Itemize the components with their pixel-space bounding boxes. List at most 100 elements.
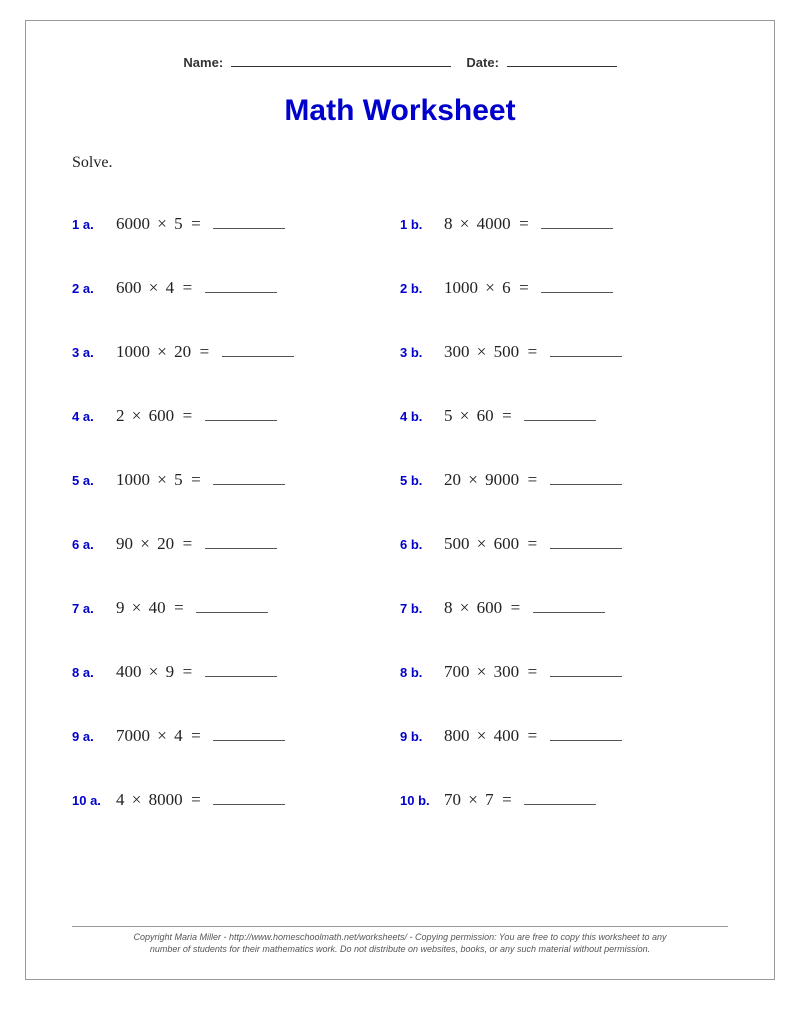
problem-expression: 400 × 9 = <box>116 662 277 682</box>
problem-row: 9 a.7000 × 4 = 9 b.800 × 400 = <box>66 704 734 768</box>
problem-label: 2 b. <box>400 281 444 296</box>
problem-expression: 300 × 500 = <box>444 342 622 362</box>
problem-expression: 5 × 60 = <box>444 406 596 426</box>
name-blank <box>231 55 451 67</box>
answer-blank <box>213 791 285 805</box>
answer-blank <box>524 407 596 421</box>
problem-row: 4 a.2 × 600 = 4 b.5 × 60 = <box>66 384 734 448</box>
date-label: Date: <box>466 55 499 70</box>
answer-blank <box>205 535 277 549</box>
problem-label: 3 b. <box>400 345 444 360</box>
problem-row: 2 a.600 × 4 = 2 b.1000 × 6 = <box>66 256 734 320</box>
problem-expression: 500 × 600 = <box>444 534 622 554</box>
problem-cell: 9 a.7000 × 4 = <box>72 726 400 746</box>
problem-expression: 700 × 300 = <box>444 662 622 682</box>
problem-cell: 5 b.20 × 9000 = <box>400 470 728 490</box>
answer-blank <box>550 663 622 677</box>
answer-blank <box>205 407 277 421</box>
problem-label: 6 a. <box>72 537 116 552</box>
answer-blank <box>541 279 613 293</box>
problems-grid: 1 a.6000 × 5 = 1 b.8 × 4000 = 2 a.600 × … <box>66 192 734 832</box>
problem-row: 5 a.1000 × 5 = 5 b.20 × 9000 = <box>66 448 734 512</box>
worksheet-page: Name: Date: Math Worksheet Solve. 1 a.60… <box>25 20 775 980</box>
instruction-text: Solve. <box>72 154 734 172</box>
problem-expression: 600 × 4 = <box>116 278 277 298</box>
problem-cell: 3 a.1000 × 20 = <box>72 342 400 362</box>
problem-expression: 9 × 40 = <box>116 598 268 618</box>
problem-row: 3 a.1000 × 20 = 3 b.300 × 500 = <box>66 320 734 384</box>
answer-blank <box>213 727 285 741</box>
answer-blank <box>550 343 622 357</box>
problem-expression: 1000 × 20 = <box>116 342 294 362</box>
answer-blank <box>213 215 285 229</box>
answer-blank <box>222 343 294 357</box>
answer-blank <box>213 471 285 485</box>
answer-blank <box>524 791 596 805</box>
problem-cell: 10 b.70 × 7 = <box>400 790 728 810</box>
answer-blank <box>205 279 277 293</box>
problem-cell: 5 a.1000 × 5 = <box>72 470 400 490</box>
problem-row: 8 a.400 × 9 = 8 b.700 × 300 = <box>66 640 734 704</box>
problem-cell: 8 b.700 × 300 = <box>400 662 728 682</box>
problem-cell: 2 b.1000 × 6 = <box>400 278 728 298</box>
problem-cell: 7 b.8 × 600 = <box>400 598 728 618</box>
problem-cell: 7 a.9 × 40 = <box>72 598 400 618</box>
problem-cell: 8 a.400 × 9 = <box>72 662 400 682</box>
problem-expression: 1000 × 5 = <box>116 470 285 490</box>
problem-expression: 20 × 9000 = <box>444 470 622 490</box>
problem-label: 4 a. <box>72 409 116 424</box>
date-blank <box>507 55 617 67</box>
problem-cell: 9 b.800 × 400 = <box>400 726 728 746</box>
problem-label: 7 b. <box>400 601 444 616</box>
problem-label: 2 a. <box>72 281 116 296</box>
problem-label: 7 a. <box>72 601 116 616</box>
problem-label: 8 a. <box>72 665 116 680</box>
answer-blank <box>205 663 277 677</box>
problem-cell: 6 a.90 × 20 = <box>72 534 400 554</box>
problem-cell: 1 b.8 × 4000 = <box>400 214 728 234</box>
problem-row: 1 a.6000 × 5 = 1 b.8 × 4000 = <box>66 192 734 256</box>
worksheet-title: Math Worksheet <box>66 94 734 128</box>
problem-expression: 8 × 4000 = <box>444 214 613 234</box>
problem-label: 4 b. <box>400 409 444 424</box>
problem-row: 6 a.90 × 20 = 6 b.500 × 600 = <box>66 512 734 576</box>
copyright-footer: Copyright Maria Miller - http://www.home… <box>72 926 728 955</box>
answer-blank <box>550 535 622 549</box>
answer-blank <box>533 599 605 613</box>
problem-expression: 70 × 7 = <box>444 790 596 810</box>
problem-expression: 90 × 20 = <box>116 534 277 554</box>
answer-blank <box>196 599 268 613</box>
problem-expression: 1000 × 6 = <box>444 278 613 298</box>
problem-cell: 4 b.5 × 60 = <box>400 406 728 426</box>
problem-cell: 3 b.300 × 500 = <box>400 342 728 362</box>
answer-blank <box>541 215 613 229</box>
footer-line-2: number of students for their mathematics… <box>150 944 650 954</box>
problem-label: 3 a. <box>72 345 116 360</box>
problem-cell: 2 a.600 × 4 = <box>72 278 400 298</box>
name-label: Name: <box>183 55 223 70</box>
problem-label: 1 b. <box>400 217 444 232</box>
problem-label: 5 b. <box>400 473 444 488</box>
problem-label: 8 b. <box>400 665 444 680</box>
problem-cell: 1 a.6000 × 5 = <box>72 214 400 234</box>
problem-label: 9 b. <box>400 729 444 744</box>
footer-line-1: Copyright Maria Miller - http://www.home… <box>133 932 666 942</box>
problem-expression: 4 × 8000 = <box>116 790 285 810</box>
problem-label: 6 b. <box>400 537 444 552</box>
answer-blank <box>550 727 622 741</box>
problem-label: 5 a. <box>72 473 116 488</box>
header-line: Name: Date: <box>66 55 734 70</box>
problem-label: 10 a. <box>72 793 116 808</box>
problem-cell: 10 a.4 × 8000 = <box>72 790 400 810</box>
problem-expression: 800 × 400 = <box>444 726 622 746</box>
problem-row: 10 a.4 × 8000 = 10 b.70 × 7 = <box>66 768 734 832</box>
answer-blank <box>550 471 622 485</box>
problem-row: 7 a.9 × 40 = 7 b.8 × 600 = <box>66 576 734 640</box>
problem-expression: 6000 × 5 = <box>116 214 285 234</box>
problem-expression: 2 × 600 = <box>116 406 277 426</box>
problem-expression: 7000 × 4 = <box>116 726 285 746</box>
problem-cell: 6 b.500 × 600 = <box>400 534 728 554</box>
problem-label: 1 a. <box>72 217 116 232</box>
problem-label: 10 b. <box>400 793 444 808</box>
problem-expression: 8 × 600 = <box>444 598 605 618</box>
